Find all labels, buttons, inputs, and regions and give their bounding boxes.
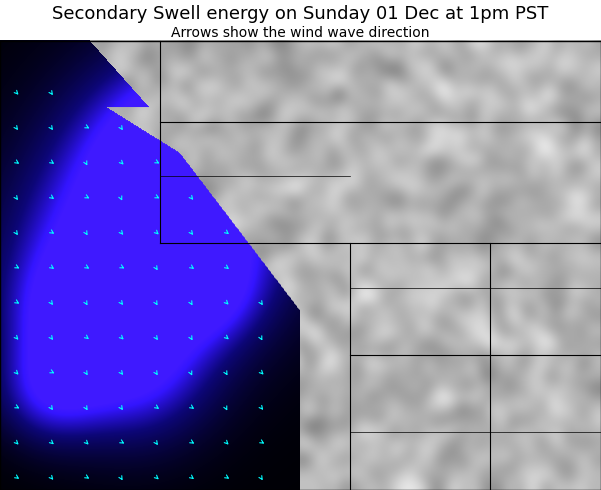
Text: Secondary Swell energy on Sunday 01 Dec at 1pm PST: Secondary Swell energy on Sunday 01 Dec … [52, 5, 549, 23]
Text: Arrows show the wind wave direction: Arrows show the wind wave direction [171, 26, 430, 40]
